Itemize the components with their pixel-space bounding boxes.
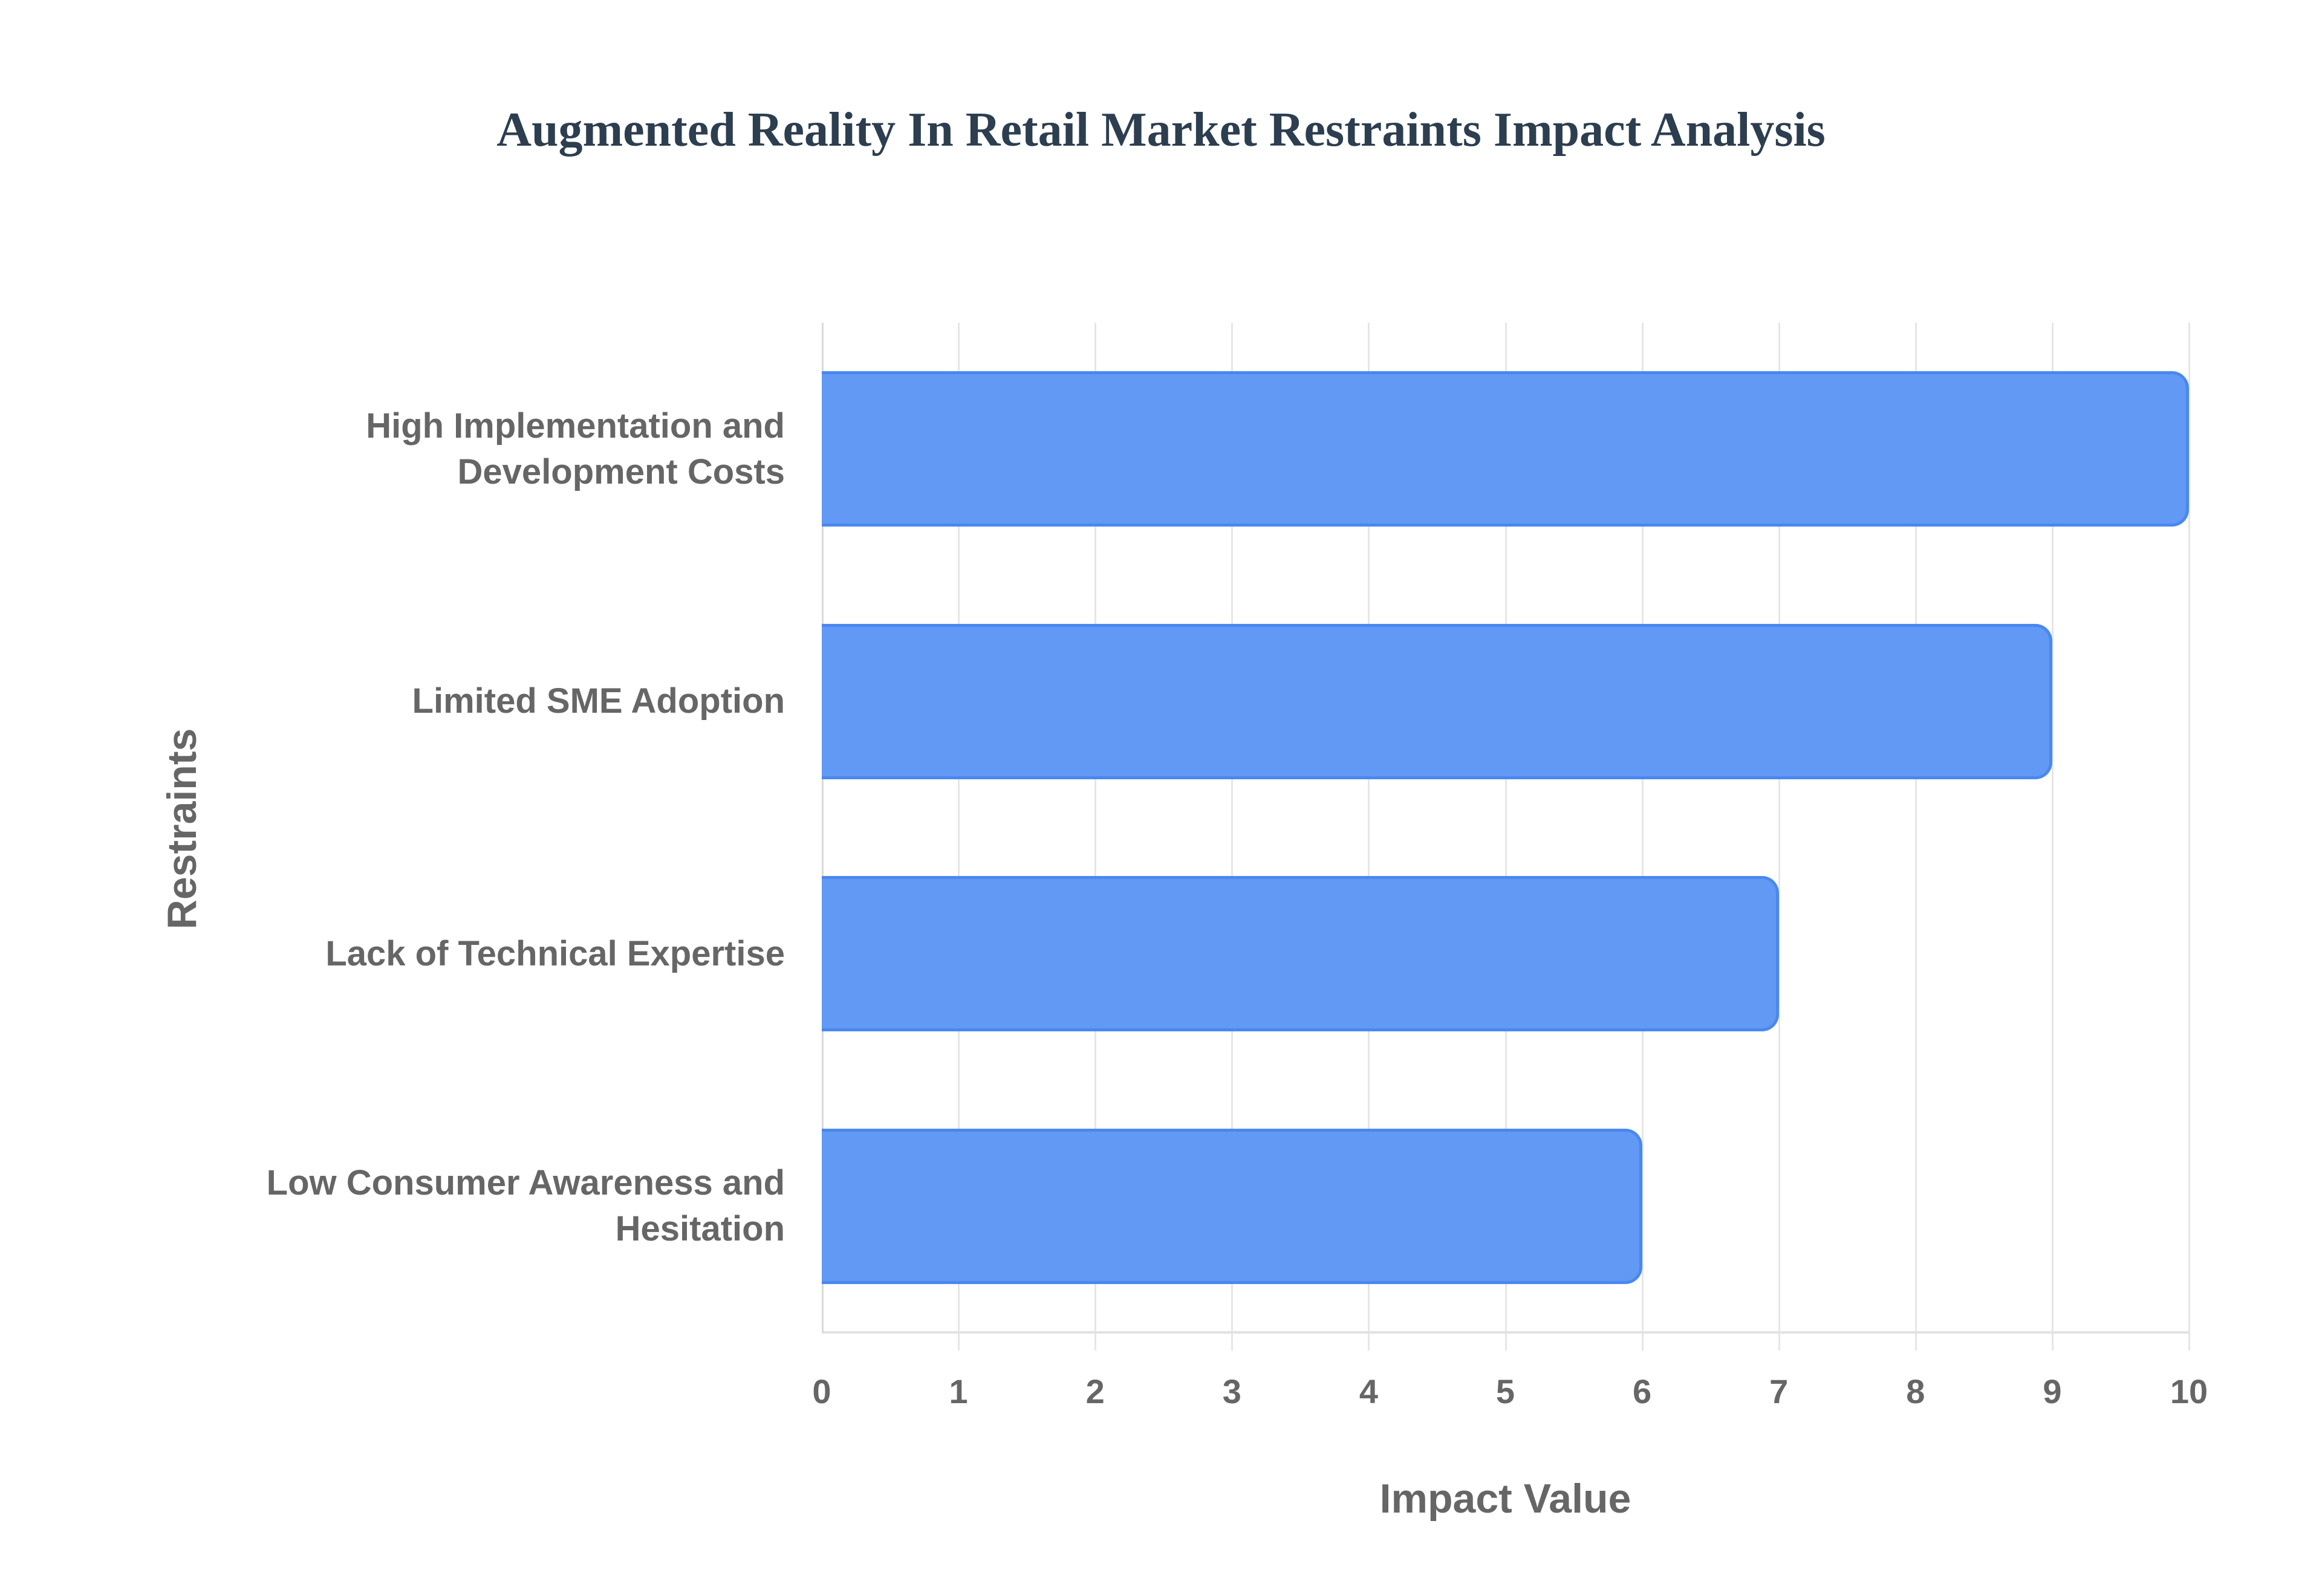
x-axis-title: Impact Value	[1379, 1476, 1631, 1522]
gridline	[2188, 323, 2190, 1351]
gridline	[1094, 323, 1097, 1351]
category-label: Lack of Technical Expertise	[180, 931, 785, 977]
x-tick-label: 7	[1769, 1372, 1789, 1410]
x-tick-label: 0	[812, 1372, 831, 1410]
x-tick-label: 10	[2170, 1372, 2208, 1410]
gridline	[1914, 323, 1917, 1351]
category-label: Low Consumer Awareness and Hesitation	[180, 1160, 785, 1252]
x-axis-line	[822, 1331, 2189, 1334]
gridline	[1778, 323, 1780, 1351]
category-label-line: Lack of Technical Expertise	[325, 933, 785, 973]
x-tick-label: 4	[1359, 1372, 1378, 1410]
category-label-line: High Implementation and	[366, 406, 785, 446]
gridline	[1504, 323, 1507, 1351]
category-label-line: Hesitation	[615, 1209, 785, 1249]
x-tick-label: 1	[949, 1372, 968, 1410]
bar[interactable]	[822, 371, 2189, 527]
y-axis-line	[822, 323, 824, 1332]
x-tick-label: 5	[1495, 1372, 1515, 1410]
x-tick-label: 2	[1085, 1372, 1105, 1410]
category-label: High Implementation and Development Costs	[180, 403, 785, 495]
category-label-line: Development Costs	[457, 452, 785, 491]
x-tick-label: 8	[1906, 1372, 1925, 1410]
gridline	[2051, 323, 2054, 1351]
category-label-line: Low Consumer Awareness and	[266, 1163, 785, 1203]
x-tick-label: 9	[2043, 1372, 2062, 1410]
x-tick-label: 6	[1633, 1372, 1652, 1410]
plot-area: 0 1 2 3 4 5 6 7 8 9 10	[812, 323, 2208, 1410]
category-label-line: Limited SME Adoption	[412, 681, 785, 721]
gridline	[1368, 323, 1370, 1351]
chart-title: Augmented Reality In Retail Market Restr…	[496, 103, 1826, 157]
y-axis-title: Restraints	[159, 728, 205, 930]
gridline	[1231, 323, 1234, 1351]
bar[interactable]	[822, 623, 2052, 779]
bar[interactable]	[822, 1128, 1642, 1284]
x-tick-label: 3	[1222, 1372, 1241, 1410]
gridline	[1641, 323, 1644, 1351]
category-label: Limited SME Adoption	[180, 678, 785, 724]
bar[interactable]	[822, 876, 1779, 1032]
gridline	[958, 323, 960, 1351]
